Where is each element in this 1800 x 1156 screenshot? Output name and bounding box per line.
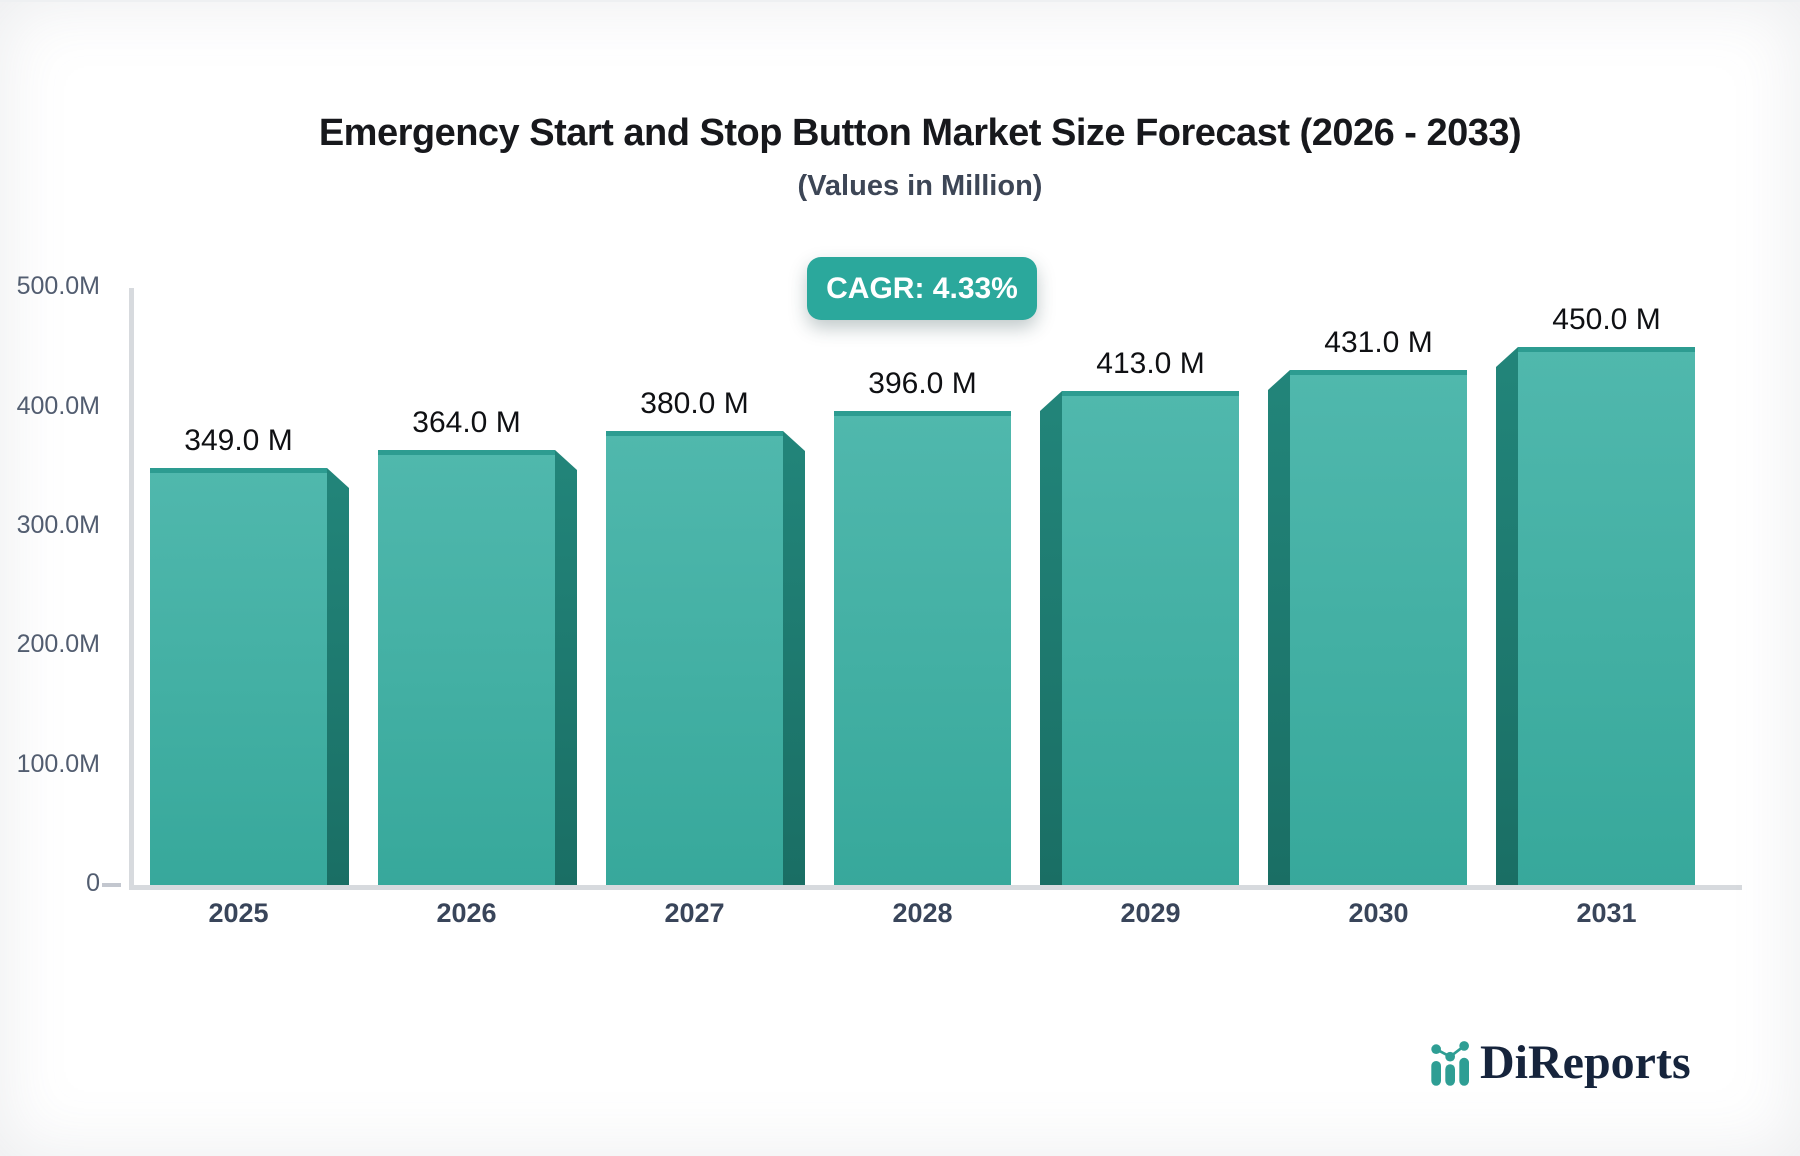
bar-value-label: 450.0 M — [1552, 303, 1661, 336]
bar-side-face — [1496, 347, 1518, 888]
bar-value-label: 396.0 M — [868, 367, 977, 400]
bar — [606, 431, 783, 888]
bar-top-edge — [150, 468, 327, 473]
bar — [378, 450, 555, 888]
x-axis-label: 2025 — [208, 898, 269, 928]
y-axis-line — [129, 288, 134, 886]
x-axis-label: 2029 — [1120, 898, 1181, 928]
bar-top-edge — [1518, 347, 1695, 352]
y-axis-tick-label: 200.0M — [16, 630, 100, 659]
x-axis-label: 2031 — [1576, 898, 1637, 928]
bar-side-face — [783, 431, 805, 888]
chart-title: Emergency Start and Stop Button Market S… — [318, 112, 1522, 154]
chart-subtitle: (Values in Million) — [797, 170, 1043, 202]
bar — [1062, 391, 1239, 888]
bar-side-face — [555, 450, 577, 888]
bar-top-edge — [834, 411, 1011, 416]
x-axis-label: 2030 — [1348, 898, 1409, 928]
bar-top-edge — [606, 431, 783, 436]
x-axis-label: 2027 — [664, 898, 725, 928]
y-axis-tick-label: 400.0M — [16, 391, 100, 420]
bar-top-edge — [378, 450, 555, 455]
brand-logo: DiReports — [1424, 1028, 1691, 1098]
y-axis-tick-label: 300.0M — [16, 510, 100, 539]
y-axis-tick-label: 100.0M — [16, 749, 100, 778]
bar-value-label: 364.0 M — [412, 406, 521, 439]
bar-top-edge — [1062, 391, 1239, 396]
bar-top-edge — [1290, 370, 1467, 375]
bar-side-face — [327, 468, 349, 888]
y-axis-tick-label: 0 — [86, 869, 100, 897]
bar — [1518, 347, 1695, 888]
brand-name: DiReports — [1480, 1036, 1691, 1089]
bar-side-face — [1268, 370, 1290, 888]
bar — [150, 468, 327, 888]
mini-bar-line-chart-icon — [1424, 1033, 1472, 1094]
bar-value-label: 413.0 M — [1096, 347, 1205, 380]
x-axis-label: 2026 — [436, 898, 497, 928]
bar-value-label: 380.0 M — [640, 387, 749, 420]
y-axis-tick-mark — [102, 883, 121, 887]
bar-value-label: 431.0 M — [1324, 326, 1433, 359]
cagr-badge: CAGR: 4.33% — [807, 257, 1037, 320]
x-axis-line — [129, 885, 1742, 890]
bar-value-label: 349.0 M — [184, 424, 293, 457]
bar — [834, 411, 1011, 888]
x-axis-label: 2028 — [892, 898, 953, 928]
cagr-badge-label: CAGR: 4.33% — [826, 271, 1018, 305]
bar — [1290, 370, 1467, 888]
y-axis-tick-label: 500.0M — [16, 272, 100, 301]
bar-side-face — [1040, 391, 1062, 888]
